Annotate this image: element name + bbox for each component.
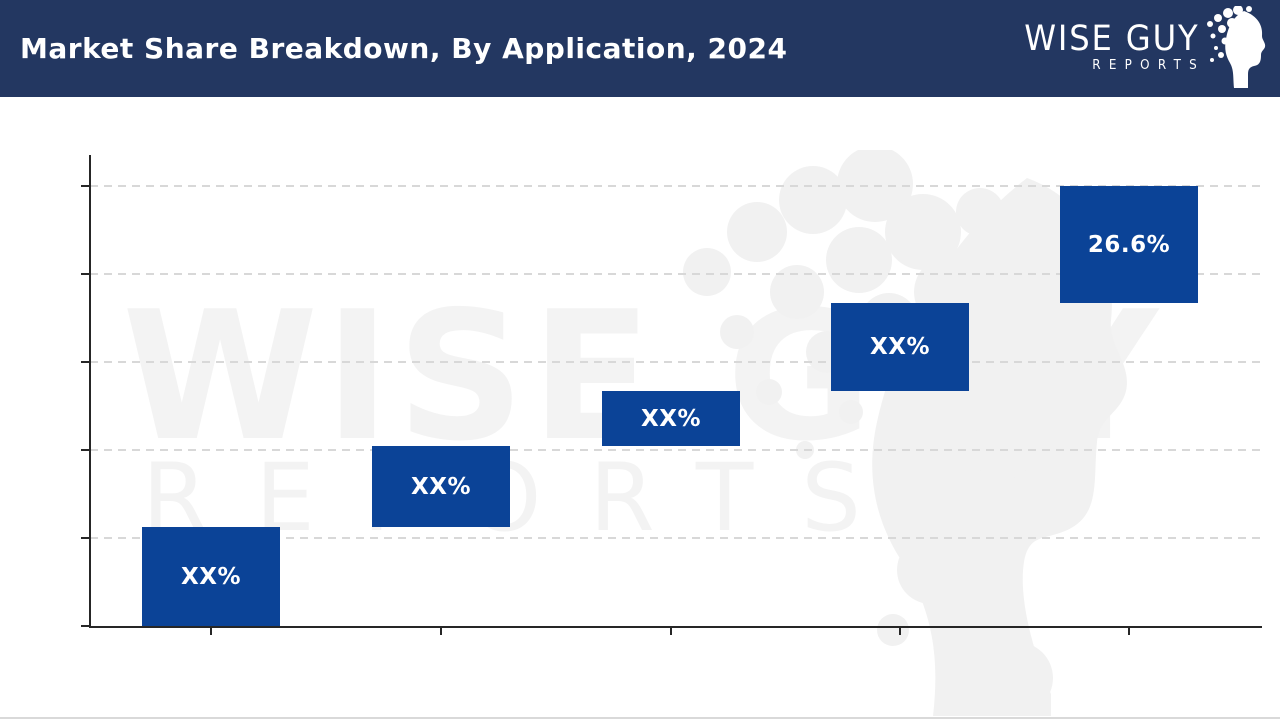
y-tick-80 bbox=[81, 273, 89, 275]
y-tick-20 bbox=[81, 537, 89, 539]
gridline-100 bbox=[90, 185, 1262, 187]
y-axis-line bbox=[89, 155, 91, 628]
page-title: Market Share Breakdown, By Application, … bbox=[20, 32, 788, 65]
bar-drying-vegetables: XX% bbox=[372, 446, 510, 527]
x-tick-drying-vegetables bbox=[440, 628, 442, 635]
brand-logo: WISE GUY REPORTS bbox=[1009, 6, 1268, 88]
gridline-20 bbox=[90, 537, 1262, 539]
gridline-60 bbox=[90, 361, 1262, 363]
bar-value-label-herb-drying: XX% bbox=[640, 405, 701, 432]
logo-head-icon bbox=[1207, 6, 1266, 88]
bar-value-label-meat-drying: XX% bbox=[869, 334, 930, 360]
x-tick-herb-drying bbox=[670, 628, 672, 635]
y-tick-60 bbox=[81, 361, 89, 363]
brand-subname: REPORTS bbox=[1092, 58, 1206, 74]
bar-herb-drying: XX% bbox=[602, 391, 740, 446]
bar-meat-drying: XX% bbox=[831, 303, 969, 391]
header-bar: Market Share Breakdown, By Application, … bbox=[0, 0, 1280, 97]
bar-drying-fruits: XX% bbox=[142, 527, 280, 626]
brand-name: WISE GUY bbox=[1024, 18, 1200, 59]
brand-logo-text: WISE GUY REPORTS bbox=[1024, 18, 1200, 73]
y-tick-0 bbox=[81, 625, 89, 627]
gridline-40 bbox=[90, 449, 1262, 451]
bar-value-label-snack-drying: 26.6% bbox=[1087, 231, 1171, 258]
x-tick-meat-drying bbox=[899, 628, 901, 635]
bar-snack-drying: 26.6% bbox=[1060, 186, 1198, 303]
x-tick-snack-drying bbox=[1128, 628, 1130, 635]
y-tick-40 bbox=[81, 449, 89, 451]
x-axis-line bbox=[89, 626, 1262, 628]
y-tick-100 bbox=[81, 185, 89, 187]
gridline-80 bbox=[90, 273, 1262, 275]
bar-value-label-drying-vegetables: XX% bbox=[410, 473, 471, 500]
x-tick-drying-fruits bbox=[210, 628, 212, 635]
bar-value-label-drying-fruits: XX% bbox=[180, 563, 241, 590]
footer-divider bbox=[0, 717, 1280, 719]
